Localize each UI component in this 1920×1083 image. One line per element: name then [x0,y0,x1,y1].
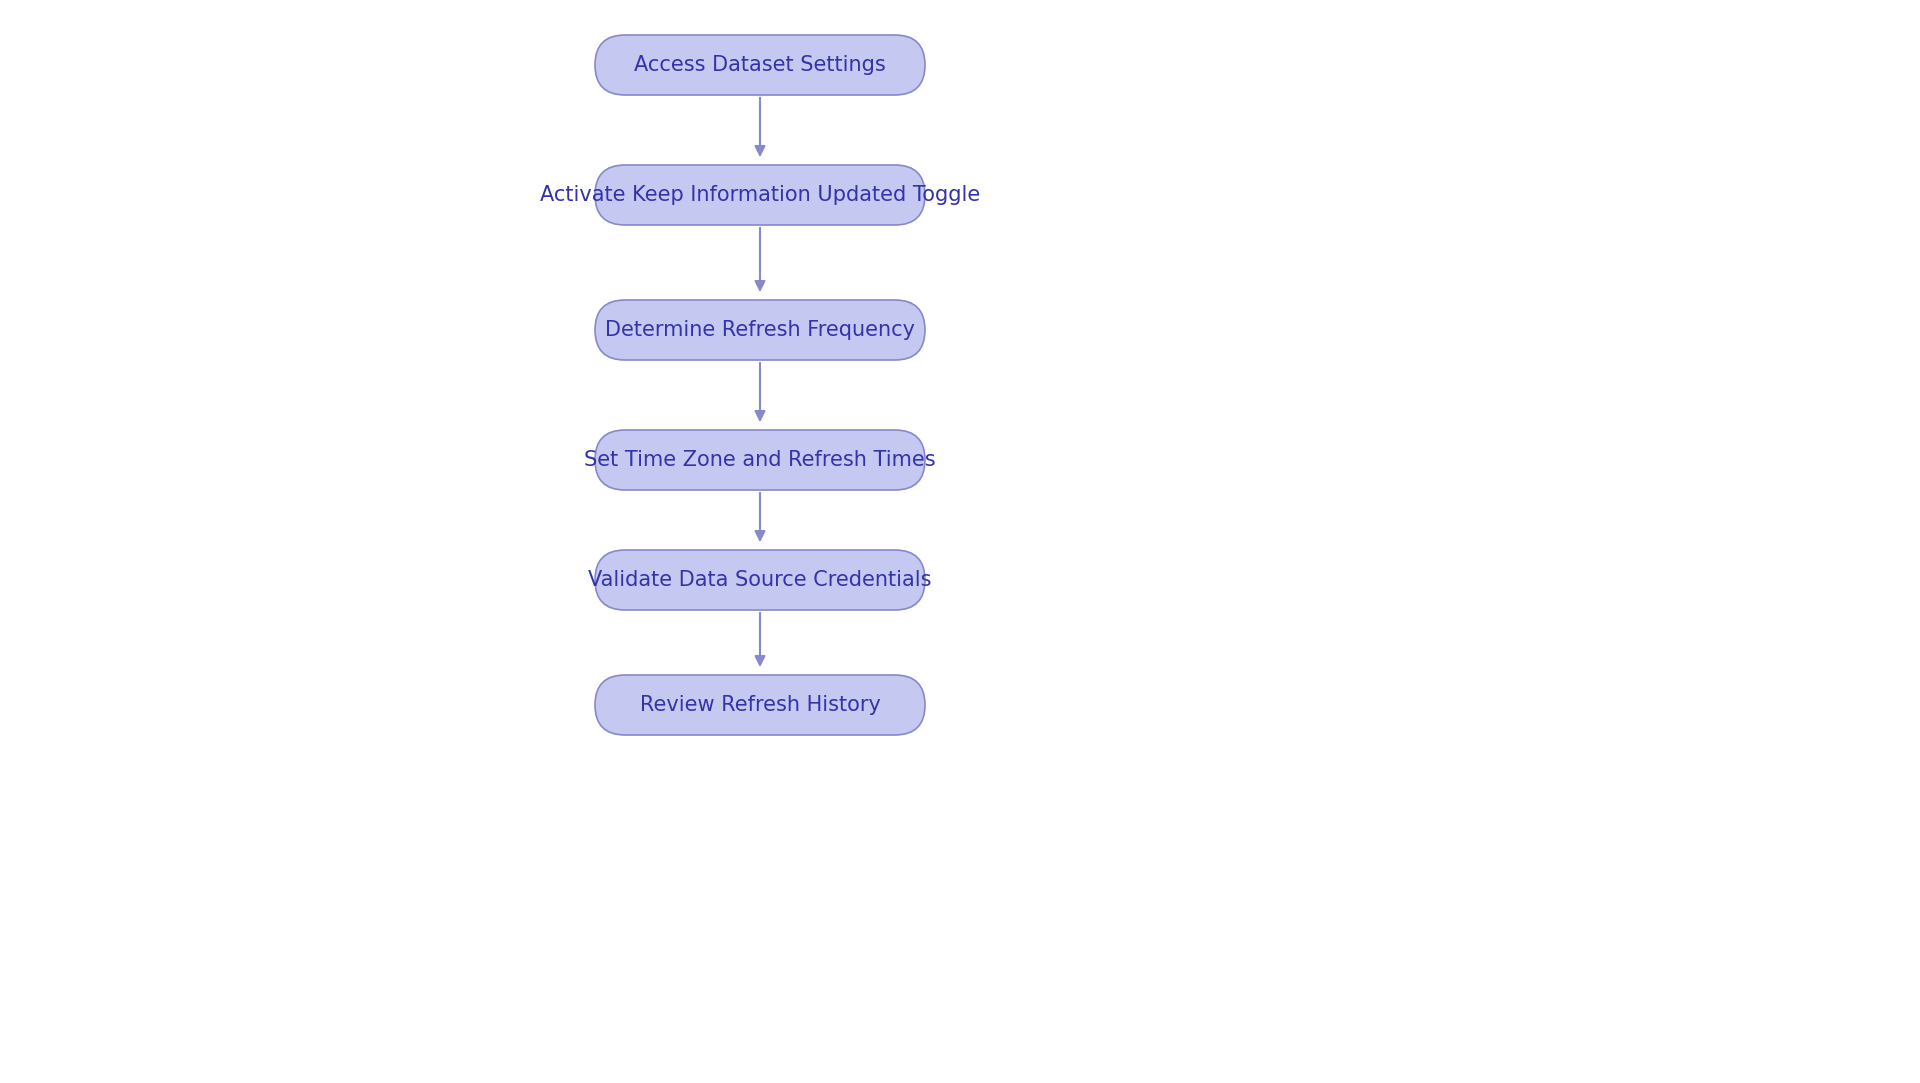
Text: Validate Data Source Credentials: Validate Data Source Credentials [588,570,931,590]
Text: Set Time Zone and Refresh Times: Set Time Zone and Refresh Times [584,451,935,470]
FancyBboxPatch shape [595,550,925,610]
FancyBboxPatch shape [595,675,925,735]
FancyBboxPatch shape [595,165,925,225]
Text: Activate Keep Information Updated Toggle: Activate Keep Information Updated Toggle [540,185,979,205]
FancyBboxPatch shape [595,300,925,360]
FancyBboxPatch shape [595,430,925,490]
Text: Access Dataset Settings: Access Dataset Settings [634,55,885,75]
Text: Determine Refresh Frequency: Determine Refresh Frequency [605,319,916,340]
Text: Review Refresh History: Review Refresh History [639,695,881,715]
FancyBboxPatch shape [595,35,925,95]
